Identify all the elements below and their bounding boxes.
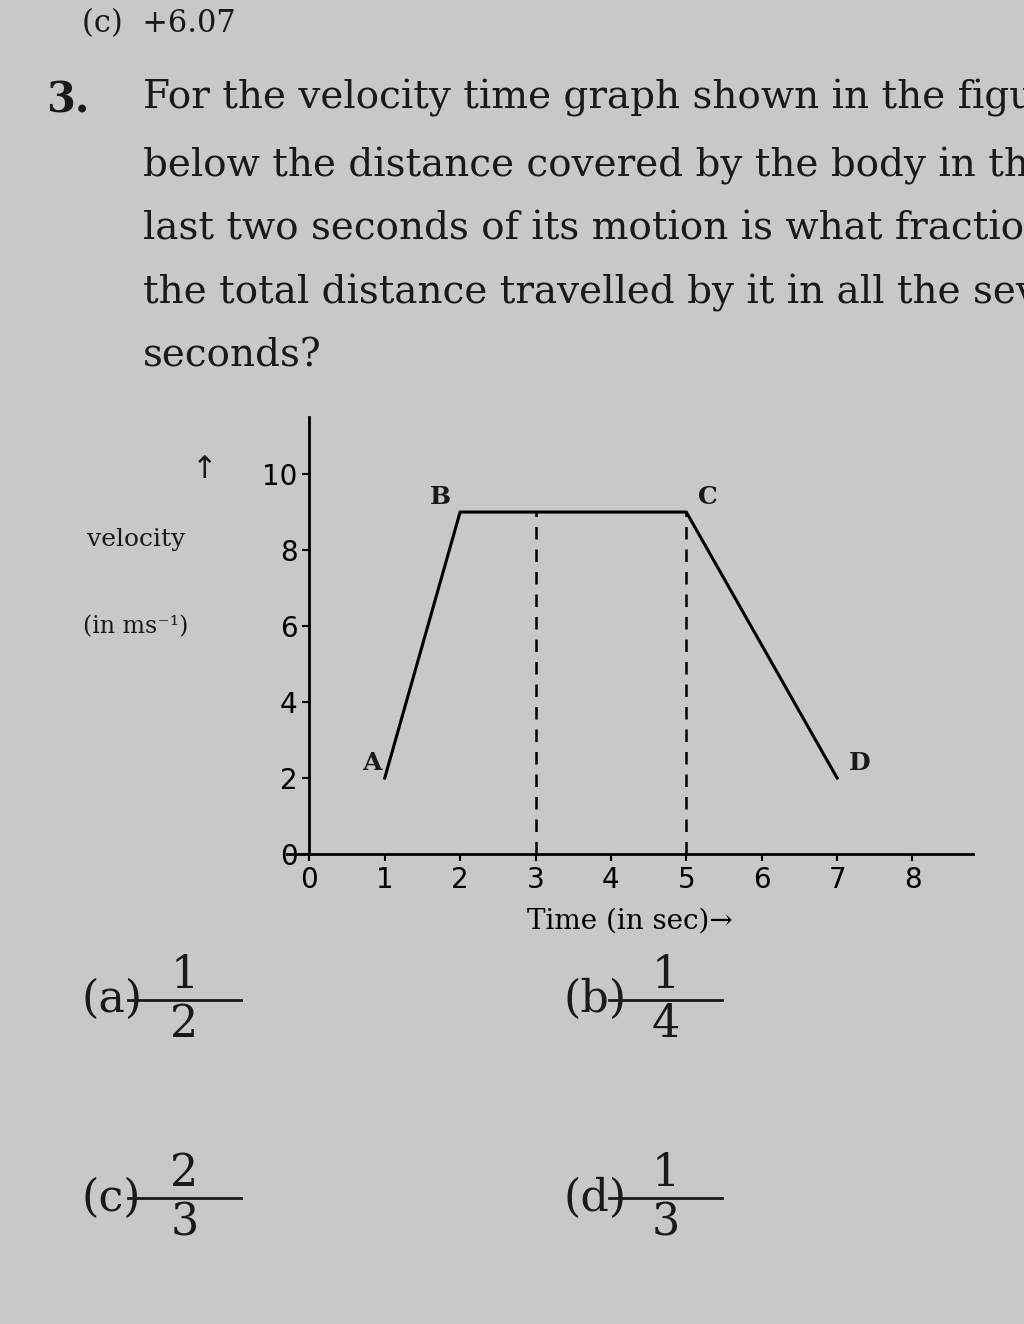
Text: last two seconds of its motion is what fraction of: last two seconds of its motion is what f… bbox=[143, 211, 1024, 248]
Text: For the velocity time graph shown in the figure: For the velocity time graph shown in the… bbox=[143, 79, 1024, 118]
Text: C: C bbox=[697, 486, 718, 510]
Text: 1: 1 bbox=[651, 1152, 680, 1194]
Text: the total distance travelled by it in all the seven: the total distance travelled by it in al… bbox=[143, 274, 1024, 312]
Text: (a): (a) bbox=[82, 978, 143, 1022]
Text: (b): (b) bbox=[563, 978, 627, 1022]
Text: 3: 3 bbox=[170, 1201, 199, 1245]
Text: 3: 3 bbox=[651, 1201, 680, 1245]
Text: seconds?: seconds? bbox=[143, 338, 323, 375]
Text: ↑: ↑ bbox=[191, 455, 217, 485]
Text: (in ms⁻¹): (in ms⁻¹) bbox=[83, 616, 188, 638]
Text: B: B bbox=[430, 486, 452, 510]
Text: 1: 1 bbox=[651, 953, 680, 997]
Text: 2: 2 bbox=[170, 1152, 199, 1194]
X-axis label: Time (in sec)→: Time (in sec)→ bbox=[527, 908, 732, 935]
Text: D: D bbox=[849, 752, 870, 776]
Text: 1: 1 bbox=[170, 953, 199, 997]
Text: (d): (d) bbox=[563, 1176, 627, 1219]
Text: 3.: 3. bbox=[46, 79, 89, 122]
Text: (c): (c) bbox=[82, 1176, 141, 1219]
Text: below the distance covered by the body in the: below the distance covered by the body i… bbox=[143, 147, 1024, 185]
Text: 4: 4 bbox=[651, 1004, 680, 1046]
Text: (c)  +6.07: (c) +6.07 bbox=[82, 8, 236, 38]
Text: A: A bbox=[362, 752, 382, 776]
Text: 2: 2 bbox=[170, 1004, 199, 1046]
Text: velocity: velocity bbox=[87, 528, 185, 551]
